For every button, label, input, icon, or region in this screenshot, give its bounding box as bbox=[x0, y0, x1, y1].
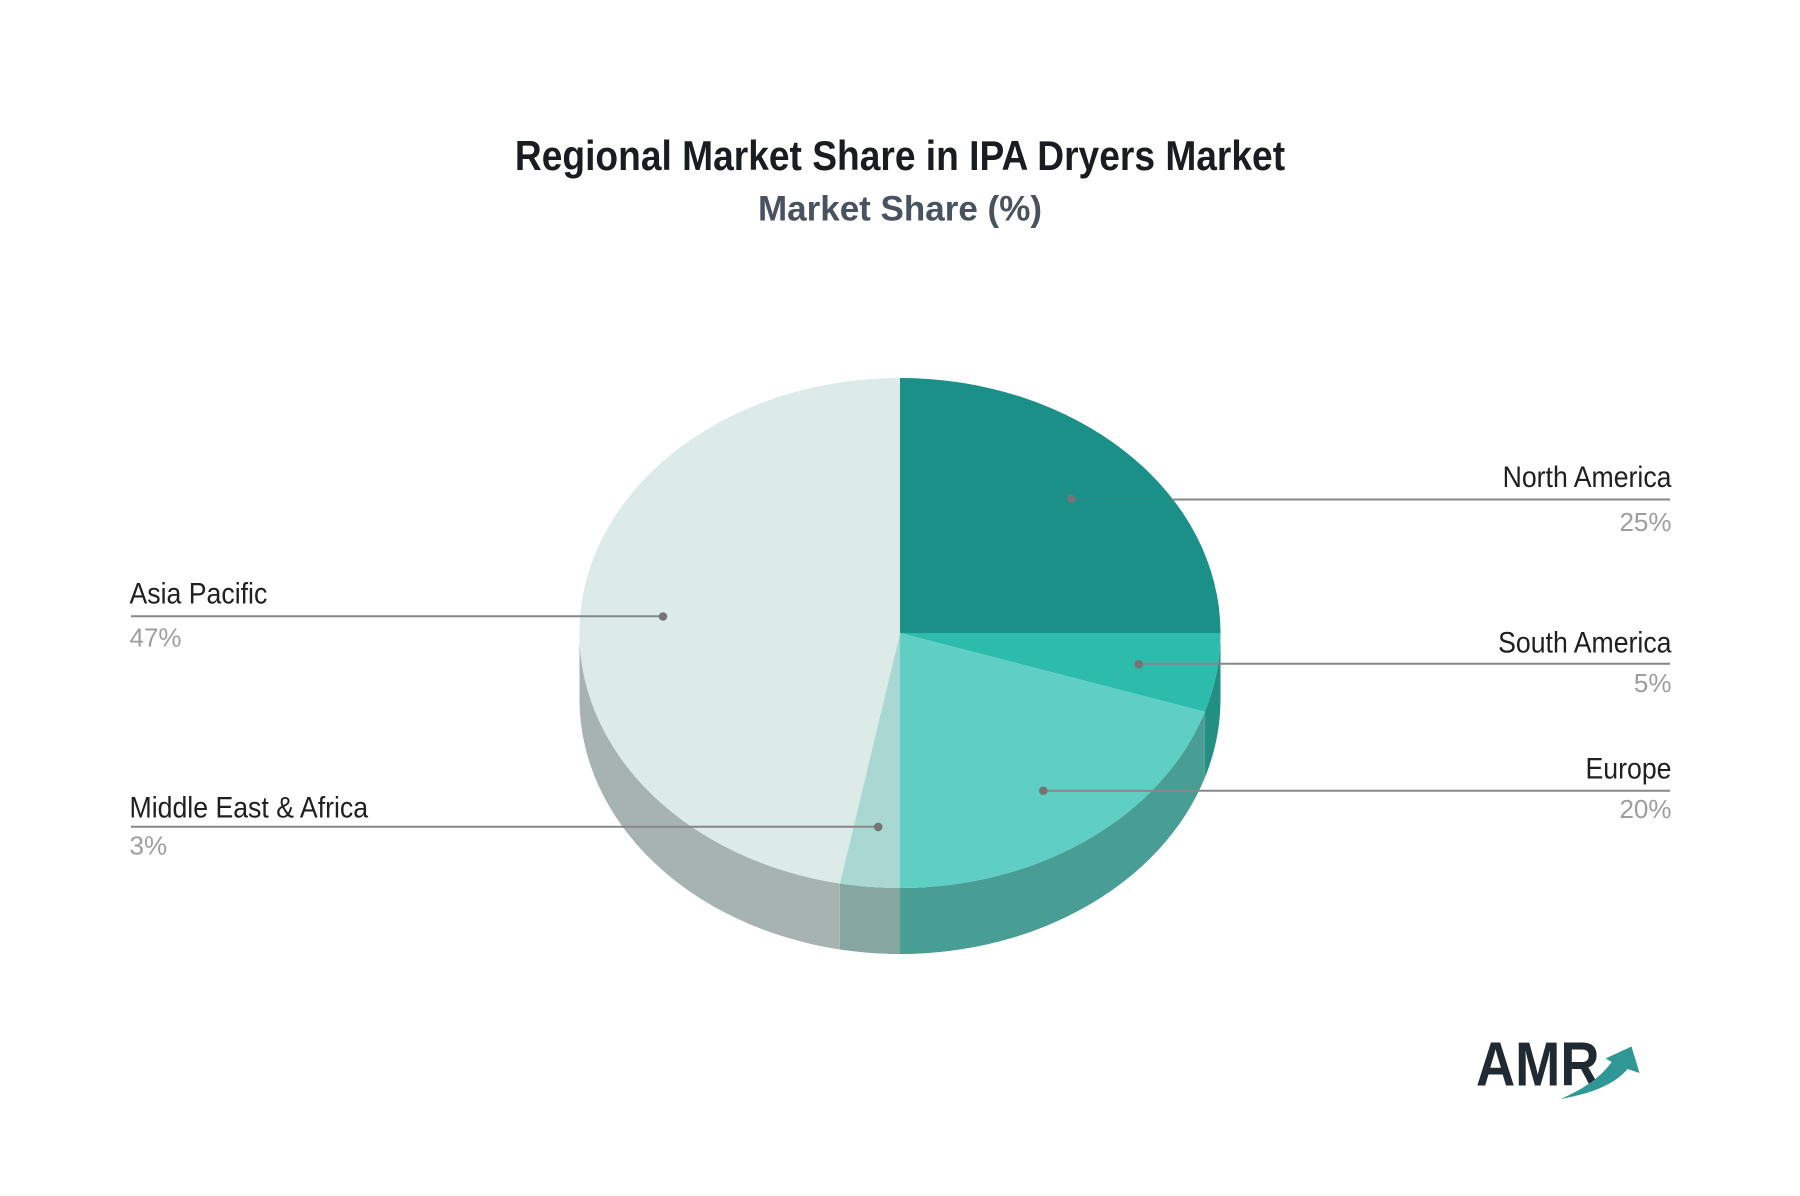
svg-text:North America: North America bbox=[1503, 461, 1672, 495]
svg-text:Market Share (%): Market Share (%) bbox=[758, 190, 1042, 229]
svg-text:Regional Market Share in IPA D: Regional Market Share in IPA Dryers Mark… bbox=[515, 133, 1285, 180]
svg-text:Europe: Europe bbox=[1586, 752, 1672, 786]
svg-text:3%: 3% bbox=[130, 830, 168, 860]
svg-text:20%: 20% bbox=[1619, 794, 1671, 824]
svg-text:AMR: AMR bbox=[1476, 1030, 1600, 1099]
svg-text:Middle East & Africa: Middle East & Africa bbox=[130, 791, 369, 825]
svg-text:25%: 25% bbox=[1619, 507, 1671, 537]
svg-text:Asia Pacific: Asia Pacific bbox=[130, 577, 268, 611]
svg-text:47%: 47% bbox=[130, 623, 182, 653]
svg-text:South America: South America bbox=[1498, 626, 1672, 660]
svg-text:5%: 5% bbox=[1634, 668, 1672, 698]
